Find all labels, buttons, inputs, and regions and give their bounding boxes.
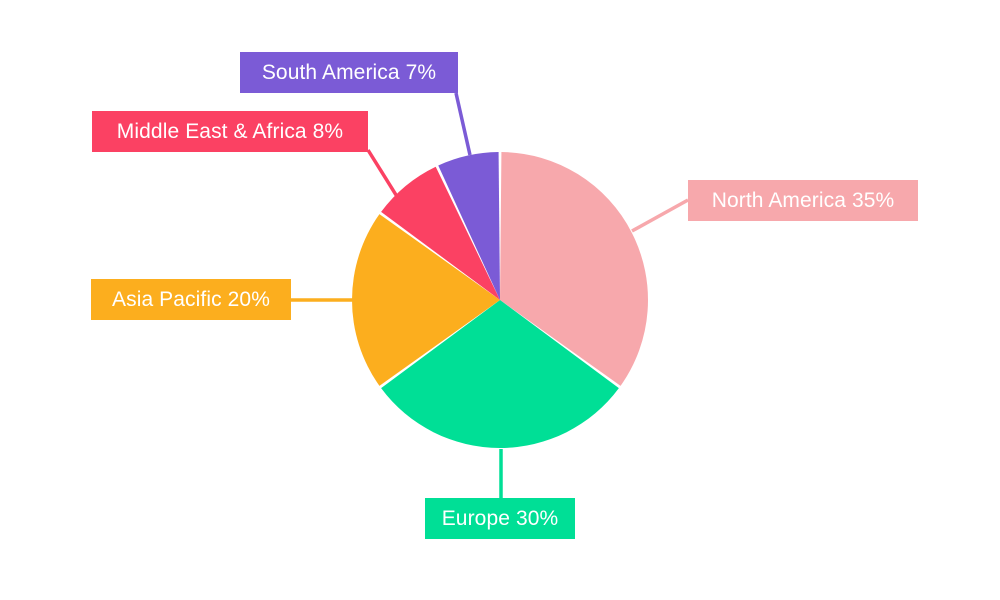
pie-label-asia-pacific[interactable]: Asia Pacific 20% — [91, 279, 291, 320]
pie-slice-group — [352, 152, 648, 448]
pie-label-north-america[interactable]: North America 35% — [688, 180, 918, 221]
pie-slice-asia-pacific[interactable] — [352, 214, 500, 386]
pie-slice-europe[interactable] — [381, 300, 619, 448]
pie-slice-middle-east-africa[interactable] — [381, 166, 500, 300]
pie-slice-south-america[interactable] — [438, 152, 500, 300]
pie-label-middle-east-africa[interactable]: Middle East & Africa 8% — [92, 111, 368, 152]
pie-slice-north-america[interactable] — [500, 152, 648, 386]
leader-line-south-america — [454, 92, 472, 156]
pie-label-south-america[interactable]: South America 7% — [240, 52, 458, 93]
leader-line-north-america — [631, 198, 689, 233]
pie-label-europe[interactable]: Europe 30% — [425, 498, 575, 539]
